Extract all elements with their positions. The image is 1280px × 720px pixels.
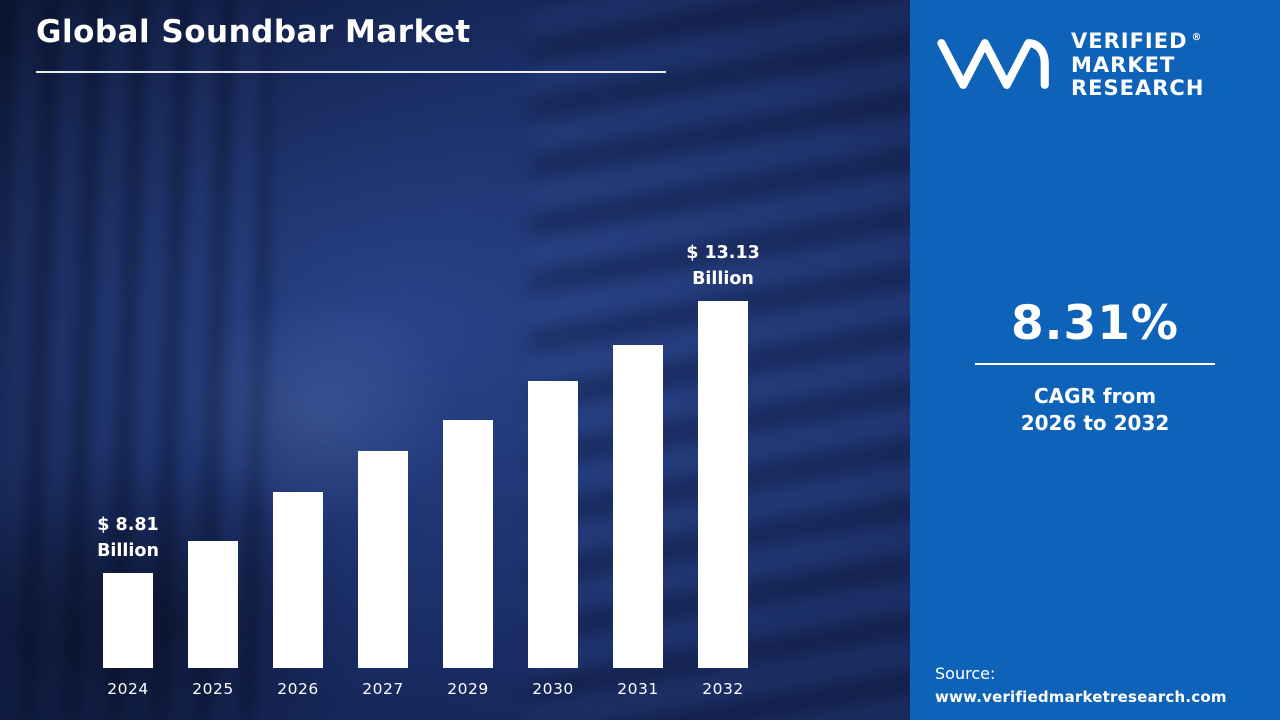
x-axis-label: 2026 (277, 680, 319, 698)
bar-2025 (188, 541, 238, 668)
x-axis-label: 2032 (702, 680, 744, 698)
logo-line-research: RESEARCH (1071, 76, 1205, 101)
x-axis-label: 2030 (532, 680, 574, 698)
bar-2032 (698, 301, 748, 668)
bar-chart: $ 8.81 Billion 2024 2025 2026 2027 2029 2030 203… (97, 241, 760, 698)
bar-group: $ 13.13 Billion 2032 (686, 241, 760, 698)
x-axis-label: 2024 (107, 680, 149, 698)
cagr-label-line1: CAGR from (1033, 384, 1157, 408)
cagr-underline (975, 363, 1215, 365)
bar-group: 2031 (613, 345, 663, 698)
x-axis-label: 2025 (192, 680, 234, 698)
vmr-monogram-icon (930, 35, 1058, 97)
bar-2026 (273, 492, 323, 668)
bar-group: 2027 (358, 451, 408, 698)
bar-2030 (528, 381, 578, 668)
x-axis-label: 2027 (362, 680, 404, 698)
logo-line-verified: VERIFIED ® (1071, 29, 1203, 53)
x-axis-label: 2029 (447, 680, 489, 698)
chart-section: Global Soundbar Market $ 8.81 Billion 2024… (0, 0, 910, 720)
source-url: www.verifiedmarketresearch.com (935, 688, 1227, 706)
source-label: Source: (935, 664, 996, 683)
registered-mark: ® (1191, 32, 1203, 43)
title-underline (36, 71, 666, 73)
cagr-label-line2: 2026 to 2032 (1020, 411, 1170, 435)
bar-2027 (358, 451, 408, 668)
logo-line-market: MARKET (1071, 52, 1176, 77)
bar-group: $ 8.81 Billion 2024 (97, 513, 159, 698)
logo-wordmark: VERIFIED ® MARKET RESEARCH (1071, 29, 1205, 101)
vmr-logo: VERIFIED ® MARKET RESEARCH (910, 0, 1280, 101)
x-axis-label: 2031 (617, 680, 659, 698)
cagr-label: CAGR from 2026 to 2032 (910, 383, 1280, 437)
stats-panel: VERIFIED ® MARKET RESEARCH 8.31% CAGR fro… (910, 0, 1280, 720)
bar-group: 2030 (528, 381, 578, 698)
cagr-value: 8.31% (1010, 296, 1180, 351)
bar-group: 2026 (273, 492, 323, 698)
bar-group: 2029 (443, 420, 493, 698)
bar-value-label: $ 13.13 Billion (686, 243, 760, 289)
bar-group: 2025 (188, 541, 238, 698)
bar-2031 (613, 345, 663, 668)
bar-value-label: $ 8.81 Billion (97, 515, 159, 561)
bar-2024 (103, 573, 153, 668)
page-title: Global Soundbar Market (36, 14, 471, 50)
source-block: Source: www.verifiedmarketresearch.com (935, 664, 1227, 706)
bar-2029 (443, 420, 493, 668)
cagr-block: 8.31% CAGR from 2026 to 2032 (910, 296, 1280, 437)
